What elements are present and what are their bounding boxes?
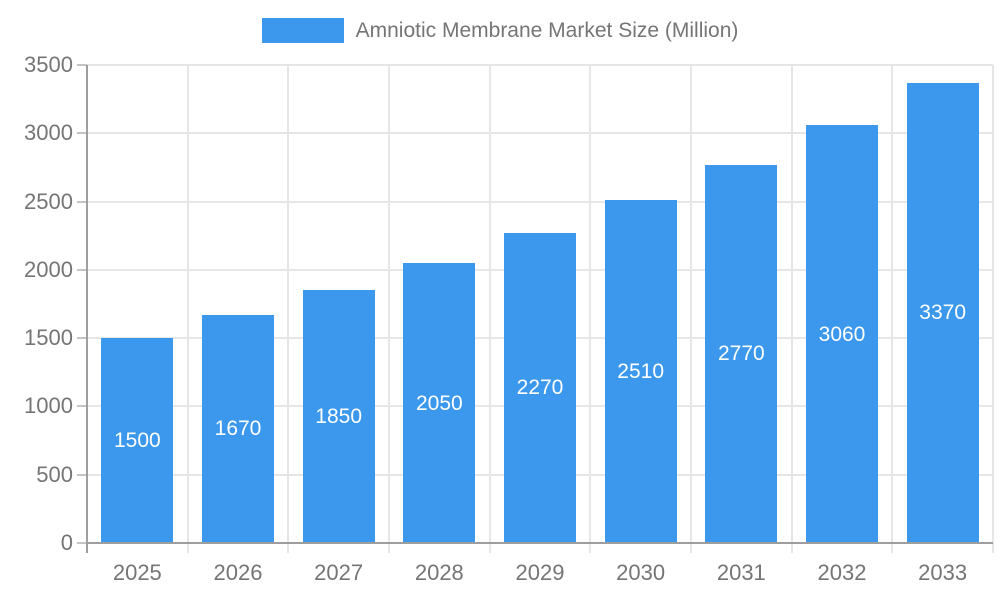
y-axis-tick-label: 1500 [24, 325, 73, 351]
x-gridline [287, 65, 290, 553]
x-gridline [589, 65, 592, 553]
y-axis-tick [77, 64, 87, 66]
x-axis-tick-label: 2033 [918, 560, 968, 585]
bar[interactable]: 1850 [302, 290, 375, 543]
x-gridline [690, 65, 692, 553]
bar[interactable]: 2510 [604, 200, 677, 543]
legend-label: Amniotic Membrane Market Size (Million) [355, 18, 739, 42]
bar-value-label: 3370 [919, 301, 967, 325]
x-gridline [790, 65, 793, 553]
y-gridline [87, 64, 993, 66]
x-axis-tick-label: 2026 [213, 560, 263, 585]
y-axis-line [86, 65, 88, 553]
bar-value-label: 1670 [214, 417, 262, 441]
x-axis-tick-label: 2030 [616, 560, 666, 585]
y-gridline [87, 132, 993, 135]
y-axis-tick [77, 542, 87, 544]
y-axis-tick-label: 2500 [24, 188, 73, 214]
x-axis-tick-label: 2029 [515, 560, 565, 585]
legend[interactable]: Amniotic Membrane Market Size (Million) [0, 18, 1000, 43]
y-axis-tick-label: 0 [60, 530, 73, 555]
bar-value-label: 2050 [415, 391, 463, 415]
x-axis-tick-label: 2027 [314, 560, 364, 585]
bar[interactable]: 1670 [202, 314, 274, 543]
bar[interactable]: 2270 [504, 232, 576, 543]
y-gridline [87, 200, 993, 203]
y-axis-tick [77, 473, 87, 476]
x-axis-tick-label: 2025 [112, 560, 162, 585]
plot-area: 1500 1670 1850 2050 2270 2510 2770 3060 3370 [77, 64, 994, 553]
y-axis-tick-label: 2000 [24, 256, 73, 282]
bar-value-label: 2770 [717, 342, 765, 366]
y-axis-tick-label: 3500 [24, 52, 73, 77]
bar-value-label: 2510 [617, 360, 665, 384]
bar[interactable]: 2050 [403, 263, 476, 543]
y-axis-tick [77, 200, 87, 203]
bar-value-label: 2270 [516, 376, 564, 400]
bar-value-label: 1850 [315, 405, 363, 429]
legend-swatch-icon [261, 18, 344, 43]
y-axis-tick [77, 337, 87, 340]
y-axis-tick [77, 405, 87, 408]
y-axis-tick-label: 1000 [24, 393, 73, 419]
y-axis-tick-label: 500 [36, 461, 73, 487]
x-axis-line [87, 542, 993, 544]
y-axis-tick [77, 268, 87, 271]
bar[interactable]: 1500 [101, 338, 174, 543]
x-gridline [388, 65, 390, 553]
x-axis-tick-label: 2032 [817, 560, 867, 585]
y-axis-tick [77, 132, 87, 135]
y-axis-tick-label: 3000 [24, 120, 73, 146]
bar[interactable]: 3060 [806, 125, 878, 543]
x-gridline [891, 65, 894, 553]
bar-value-label: 1500 [113, 429, 161, 453]
bar[interactable]: 3370 [906, 82, 979, 543]
bar[interactable]: 2770 [705, 164, 778, 543]
x-gridline [488, 65, 491, 553]
bar-value-label: 3060 [818, 322, 866, 346]
x-axis-tick-label: 2028 [414, 560, 464, 585]
x-gridline [992, 65, 994, 553]
x-gridline [186, 65, 189, 553]
x-axis-tick-label: 2031 [716, 560, 766, 585]
